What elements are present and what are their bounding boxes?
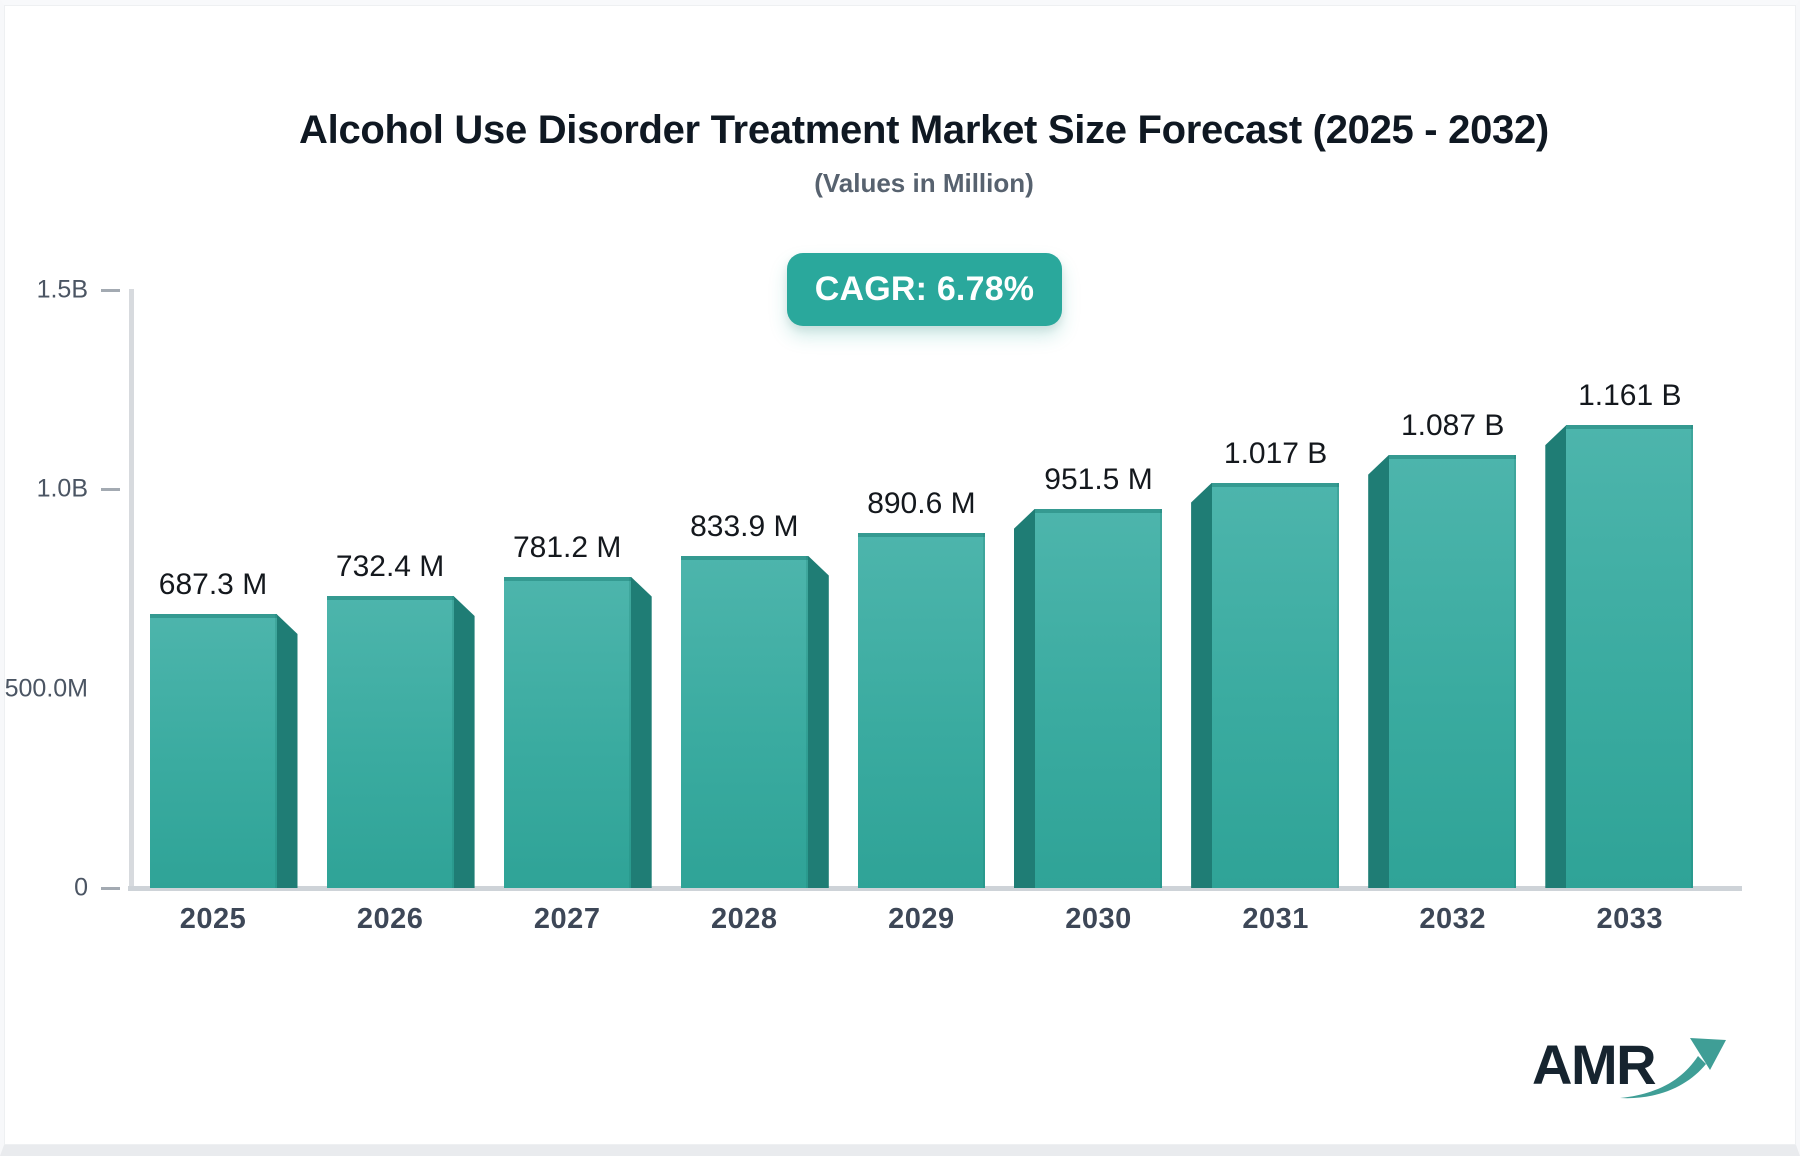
x-label-2025: 2025 (179, 903, 247, 935)
y-axis-line (129, 289, 134, 891)
amr-logo-text: AMR (1532, 1033, 1657, 1096)
x-label-2026: 2026 (356, 903, 424, 935)
page-title: Alcohol Use Disorder Treatment Market Si… (299, 108, 1549, 152)
bar-side-2025 (276, 613, 298, 888)
bar-2025 (149, 613, 277, 888)
bar-value-2025: 687.3 M (158, 567, 268, 601)
bar-2027 (503, 576, 631, 888)
x-label-2029: 2029 (888, 903, 955, 935)
bar-value-2033: 1.161 B (1578, 379, 1682, 413)
y-tick-mark (101, 488, 120, 492)
cagr-badge: CAGR: 6.78% (787, 253, 1062, 326)
bar-2031 (1212, 482, 1340, 888)
bar-side-2032 (1368, 454, 1390, 888)
x-label-2027: 2027 (533, 903, 601, 935)
page-subtitle: (Values in Million) (814, 168, 1034, 198)
bar-value-2026: 732.4 M (335, 549, 445, 583)
growth-arrow-icon (1620, 1038, 1726, 1099)
x-label-2033: 2033 (1596, 903, 1664, 935)
y-tick-label-1.5B: 1.5B (36, 275, 88, 304)
bar-value-2030: 951.5 M (1044, 462, 1153, 496)
x-label-2028: 2028 (711, 903, 778, 935)
bar-side-2028 (807, 555, 829, 888)
x-label-2031: 2031 (1242, 903, 1309, 935)
bar-value-2029: 890.6 M (867, 486, 976, 520)
y-tick-mark (101, 288, 120, 292)
bar-2032 (1389, 454, 1517, 888)
y-tick-label-500.0M: 500.0M (4, 674, 88, 703)
amr-logo: AMR (1532, 1032, 1726, 1112)
bar-side-2027 (630, 576, 652, 888)
bar-2029 (857, 532, 985, 888)
bar-side-2033 (1545, 425, 1567, 888)
bar-value-2032: 1.087 B (1400, 408, 1505, 442)
x-axis-line (128, 886, 1742, 891)
bar-2026 (326, 595, 454, 888)
bar-side-2031 (1191, 482, 1213, 888)
bar-value-2027: 781.2 M (512, 530, 622, 564)
x-label-2032: 2032 (1419, 903, 1486, 935)
bar-2030 (1035, 508, 1162, 888)
bar-side-2026 (453, 595, 475, 888)
y-tick-mark (101, 887, 120, 890)
bar-value-2031: 1.017 B (1223, 436, 1328, 470)
bar-side-2030 (1014, 508, 1035, 888)
bar-value-2028: 833.9 M (690, 509, 799, 543)
x-label-2030: 2030 (1065, 903, 1132, 935)
bar-2033 (1566, 425, 1694, 888)
bar-2028 (680, 555, 808, 888)
y-tick-label-0: 0 (74, 873, 88, 902)
y-tick-label-1.0B: 1.0B (36, 474, 88, 503)
